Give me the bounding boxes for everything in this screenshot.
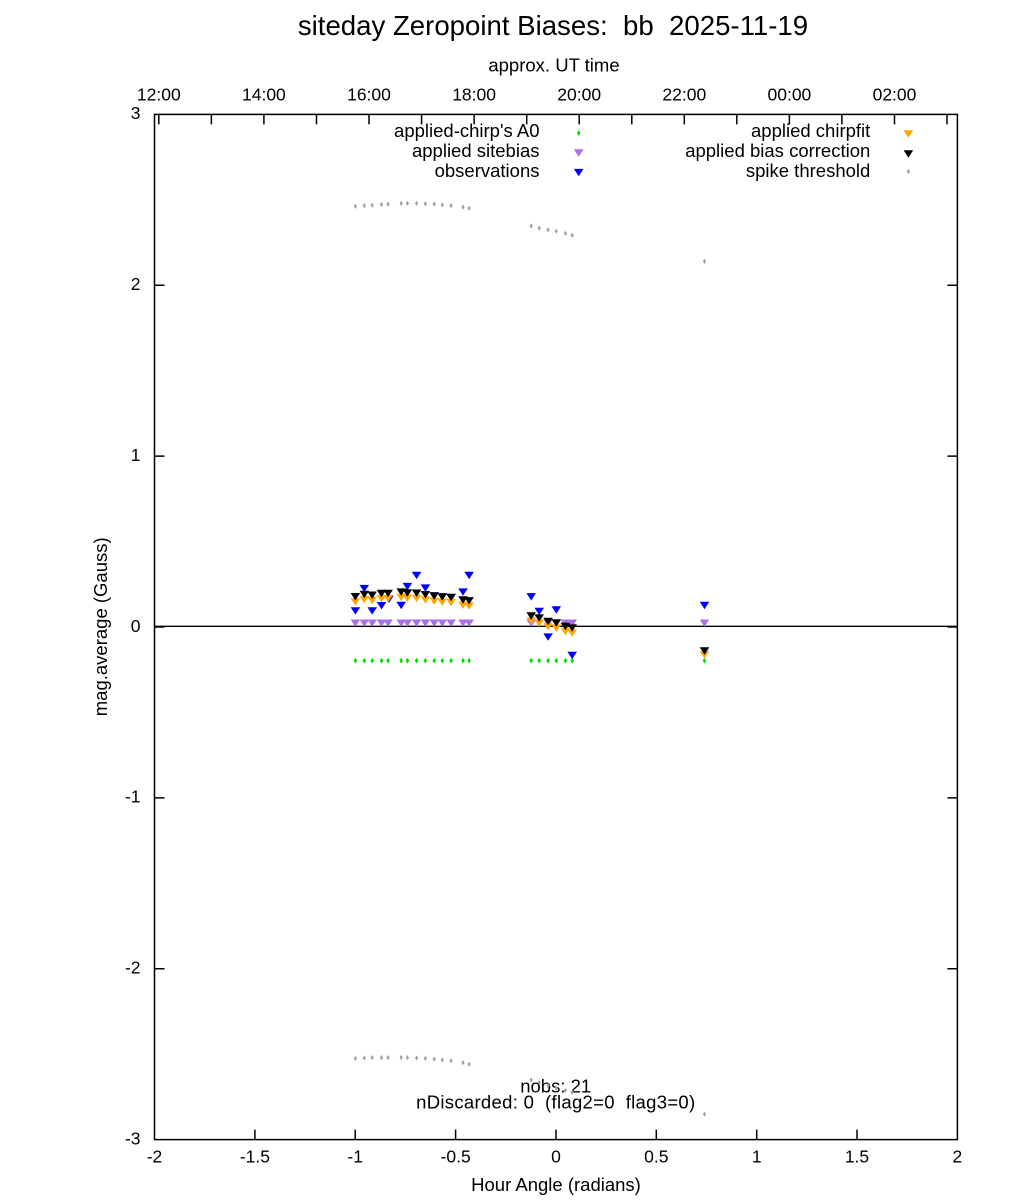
svg-text:-1.5: -1.5 [240, 1147, 270, 1167]
svg-text:applied bias correction: applied bias correction [685, 140, 870, 161]
svg-text:14:00: 14:00 [242, 85, 286, 105]
svg-text:applied sitebias: applied sitebias [412, 140, 540, 161]
svg-text:siteday Zeropoint Biases: bb: siteday Zeropoint Biases: bb 2025-11-19 [298, 10, 808, 41]
svg-text:18:00: 18:00 [452, 85, 496, 105]
svg-text:3: 3 [131, 103, 141, 123]
svg-text:0: 0 [131, 616, 141, 636]
svg-text:applied-chirp's A0: applied-chirp's A0 [394, 120, 539, 141]
svg-text:-0.5: -0.5 [441, 1147, 471, 1167]
svg-text:-1: -1 [347, 1147, 363, 1167]
svg-text:1: 1 [131, 445, 141, 465]
svg-text:approx. UT time: approx. UT time [488, 55, 619, 76]
svg-text:2: 2 [131, 274, 141, 294]
svg-text:observations: observations [435, 160, 540, 181]
svg-text:nDiscarded: 0 (flag2=0 flag3: nDiscarded: 0 (flag2=0 flag3=0) [416, 1091, 695, 1112]
svg-text:2: 2 [953, 1147, 963, 1167]
svg-text:mag.average (Gauss): mag.average (Gauss) [90, 537, 111, 716]
svg-text:1.5: 1.5 [845, 1147, 869, 1167]
svg-text:0.5: 0.5 [644, 1147, 668, 1167]
svg-text:applied chirpfit: applied chirpfit [751, 120, 870, 141]
svg-text:02:00: 02:00 [873, 85, 917, 105]
svg-text:nobs: 21: nobs: 21 [520, 1075, 591, 1096]
svg-text:-2: -2 [147, 1147, 163, 1167]
svg-text:20:00: 20:00 [557, 85, 601, 105]
svg-text:00:00: 00:00 [768, 85, 812, 105]
svg-text:-3: -3 [125, 1128, 141, 1148]
svg-text:spike threshold: spike threshold [746, 160, 870, 181]
svg-text:12:00: 12:00 [137, 85, 181, 105]
svg-text:16:00: 16:00 [347, 85, 391, 105]
svg-text:0: 0 [551, 1147, 561, 1167]
svg-text:-2: -2 [125, 958, 141, 978]
svg-text:-1: -1 [125, 787, 141, 807]
svg-text:1: 1 [752, 1147, 762, 1167]
svg-text:Hour Angle (radians): Hour Angle (radians) [471, 1174, 641, 1195]
svg-text:22:00: 22:00 [662, 85, 706, 105]
